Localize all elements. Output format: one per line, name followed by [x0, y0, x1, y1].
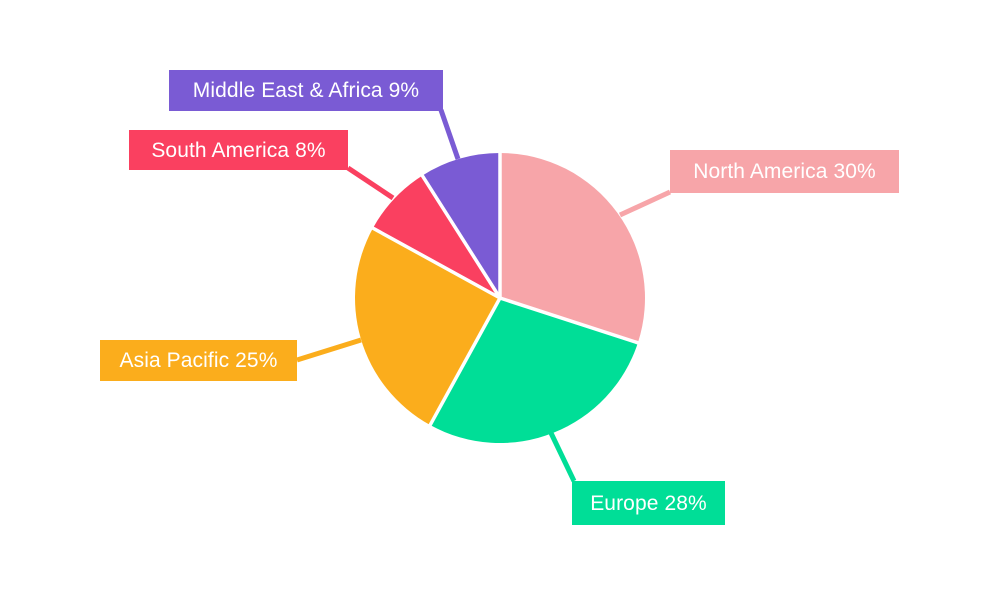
slice-label-middle-east-africa[interactable]: Middle East & Africa 9%: [169, 70, 443, 111]
slice-separators: [370, 151, 641, 428]
pie-slice-north-america[interactable]: [500, 153, 645, 343]
separator-north-america-europe: [499, 296, 641, 346]
slice-label-north-america-text: North America 30%: [693, 160, 876, 183]
pie-slice-south-america[interactable]: [372, 175, 500, 298]
leader-line-middle-east-africa: [438, 109, 461, 160]
slice-label-middle-east-africa-text: Middle East & Africa 9%: [192, 79, 420, 102]
pie-slice-europe[interactable]: [430, 298, 638, 443]
leader-line-europe: [548, 431, 577, 483]
separator-europe-asia-pacific: [427, 297, 502, 428]
slice-label-north-america[interactable]: North America 30%: [670, 150, 899, 193]
slice-label-asia-pacific[interactable]: Asia Pacific 25%: [100, 340, 297, 381]
leader-lines: [296, 109, 672, 483]
pie-slice-middle-east-africa[interactable]: [422, 153, 500, 298]
slice-label-asia-pacific-text: Asia Pacific 25%: [119, 349, 278, 372]
slice-label-europe[interactable]: Europe 28%: [572, 481, 725, 525]
slice-label-europe-text: Europe 28%: [590, 491, 707, 515]
leader-line-north-america: [618, 189, 672, 218]
leader-line-south-america: [346, 165, 395, 201]
slice-label-south-america-text: South America 8%: [151, 138, 326, 162]
pie-slice-asia-pacific[interactable]: [355, 228, 500, 426]
separator-south-america-middle-east-africa: [419, 172, 502, 299]
leader-line-asia-pacific: [296, 337, 362, 363]
separator-asia-pacific-south-america: [370, 225, 501, 300]
pie-slices: [355, 153, 645, 443]
slice-label-south-america[interactable]: South America 8%: [129, 130, 348, 170]
